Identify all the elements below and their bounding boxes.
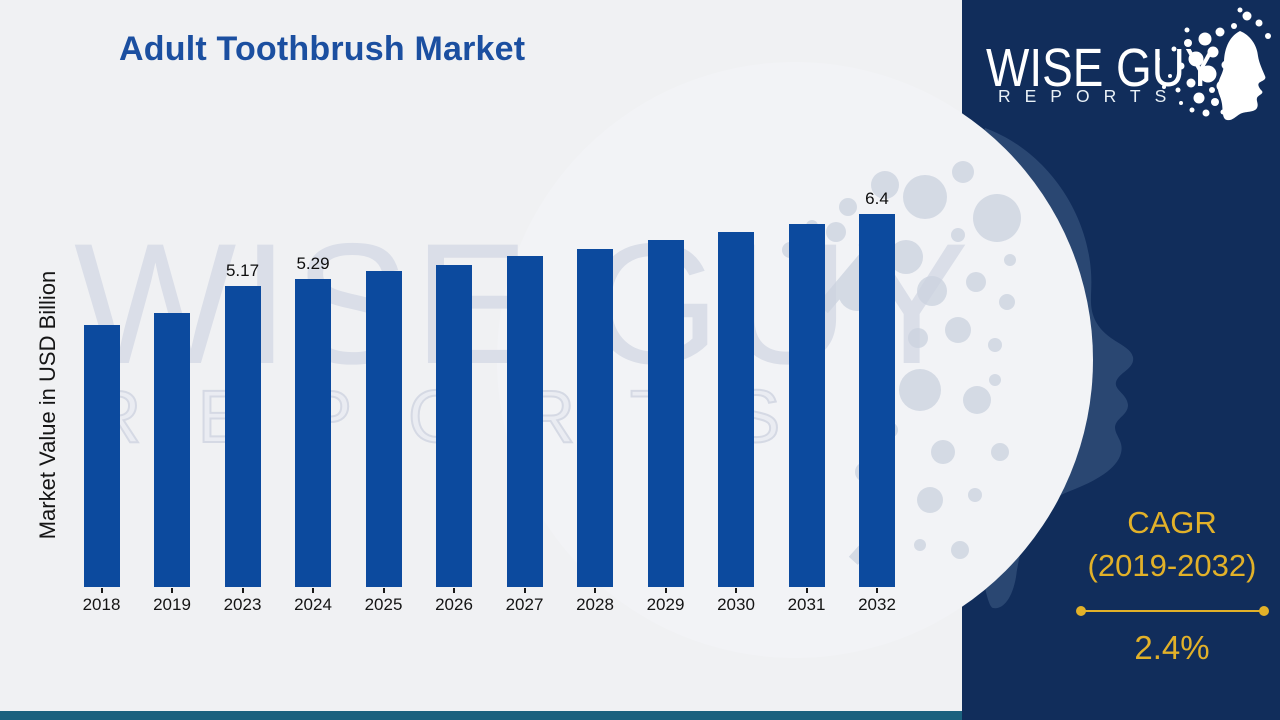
bar-2024	[295, 279, 331, 587]
x-tick-2030	[735, 588, 737, 593]
bar-2025	[365, 271, 402, 587]
bar-value-label-2032: 6.4	[865, 189, 889, 208]
x-tick-label-2018: 2018	[82, 595, 121, 614]
bar-2019	[154, 313, 190, 587]
bar-2029	[647, 240, 684, 587]
x-tick-2025	[382, 588, 385, 593]
bar-2028	[577, 249, 613, 587]
x-tick-2028	[594, 588, 596, 593]
x-tick-2019	[171, 588, 173, 593]
bar-value-label-2023: 5.17	[225, 261, 260, 280]
x-tick-2018	[100, 588, 103, 593]
footer-strip	[0, 711, 962, 720]
x-tick-label-2028: 2028	[576, 595, 614, 614]
x-tick-label-2023: 2023	[223, 595, 262, 614]
cagr-callout: CAGR (2019-2032) 2.4%	[1052, 505, 1280, 667]
x-tick-2027	[523, 588, 526, 593]
bar-2027	[506, 256, 543, 587]
bar-2018	[83, 325, 120, 587]
x-tick-2026	[453, 588, 455, 593]
x-tick-label-2026: 2026	[435, 595, 473, 614]
x-tick-label-2029: 2029	[646, 595, 685, 614]
x-tick-label-2019: 2019	[153, 595, 191, 614]
y-axis-label: Market Value in USD Billion	[35, 270, 60, 540]
x-tick-2024	[312, 588, 314, 593]
bar-2023	[224, 286, 261, 587]
cagr-line-right-dot	[1258, 606, 1269, 616]
x-tick-label-2030: 2030	[717, 595, 755, 614]
x-tick-label-2032: 2032	[858, 595, 896, 614]
bar-value-label-2024: 5.29	[296, 254, 330, 273]
cagr-value: 2.4%	[1134, 629, 1210, 666]
x-tick-label-2025: 2025	[364, 595, 403, 614]
x-tick-label-2024: 2024	[294, 595, 332, 614]
cagr-divider-line	[1075, 606, 1269, 616]
bar-2032	[859, 214, 895, 587]
bar-2031	[788, 224, 825, 587]
bar-2030	[718, 232, 754, 587]
x-tick-2031	[805, 588, 808, 593]
x-tick-label-2027: 2027	[505, 595, 544, 614]
bar-2026	[436, 265, 472, 587]
cagr-range: (2019-2032)	[1087, 548, 1257, 583]
cagr-line-left-dot	[1075, 606, 1086, 616]
x-tick-2029	[664, 588, 667, 593]
x-tick-2023	[241, 588, 244, 593]
x-tick-label-2031: 2031	[787, 595, 826, 614]
x-tick-2032	[876, 588, 878, 593]
page-title: Adult Toothbrush Market	[119, 30, 526, 68]
cagr-heading: CAGR	[1127, 505, 1217, 540]
